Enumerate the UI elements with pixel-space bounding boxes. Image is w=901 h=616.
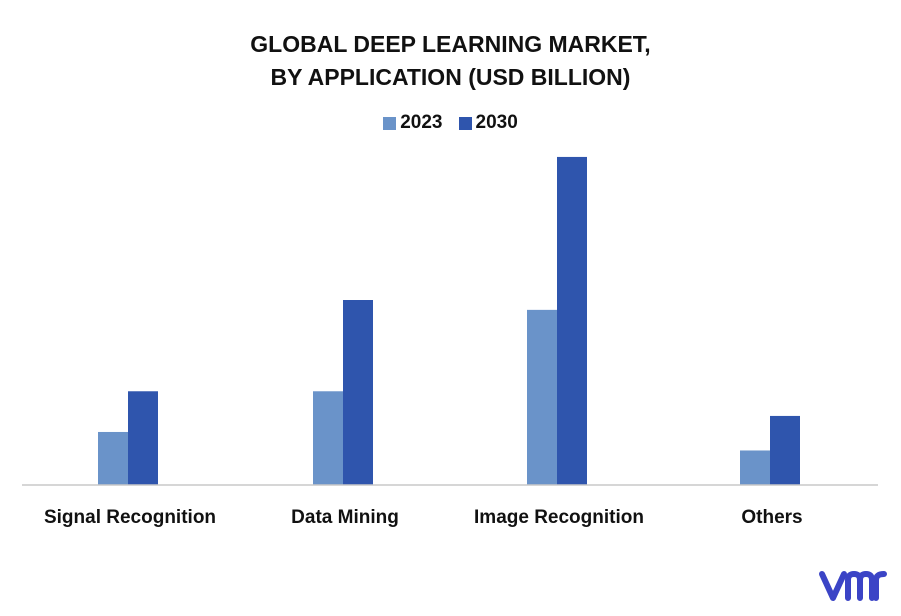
bar-signal-recognition-2023 (98, 431, 128, 485)
x-tick-label: Data Mining (291, 507, 399, 528)
legend-swatch-2023 (383, 116, 397, 130)
bar-signal-recognition-2030 (128, 391, 158, 485)
legend-item-2023: 2023 (383, 112, 443, 134)
x-tick-label: Image Recognition (474, 507, 644, 528)
bars-group (98, 156, 800, 485)
bar-image-recognition-2030 (557, 156, 587, 485)
bar-image-recognition-2023 (527, 309, 557, 485)
chart-title: GLOBAL DEEP LEARNING MARKET, BY APPLICAT… (0, 28, 901, 94)
bar-data-mining-2023 (313, 391, 343, 485)
legend-label-2023: 2023 (400, 112, 443, 133)
x-tick-label: Others (741, 507, 802, 528)
legend-swatch-2030 (458, 116, 472, 130)
vmr-logo-icon (819, 570, 887, 601)
bar-data-mining-2030 (343, 300, 373, 485)
x-tick-labels: Signal Recognition Data Mining Image Recog… (44, 507, 803, 528)
chart-title-line-2: BY APPLICATION (USD BILLION) (270, 64, 631, 90)
legend-item-2030: 2030 (458, 112, 518, 134)
chart-legend: 2023 2030 (0, 112, 901, 134)
bar-others-2030 (770, 415, 800, 485)
chart-title-line-1: GLOBAL DEEP LEARNING MARKET, (250, 31, 651, 57)
bar-others-2023 (740, 450, 770, 485)
legend-label-2030: 2030 (475, 112, 518, 133)
x-tick-label: Signal Recognition (44, 507, 216, 528)
